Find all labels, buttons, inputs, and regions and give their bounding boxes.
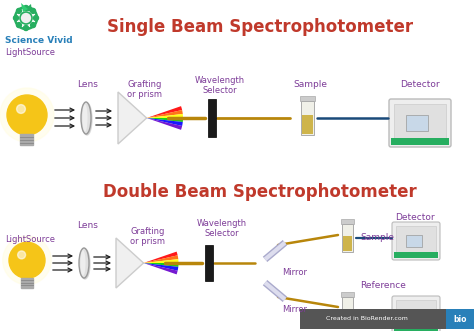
Ellipse shape bbox=[82, 104, 88, 132]
Circle shape bbox=[17, 105, 26, 114]
Circle shape bbox=[30, 23, 36, 27]
Polygon shape bbox=[118, 92, 146, 144]
Text: bio: bio bbox=[453, 314, 467, 323]
Bar bbox=[341, 219, 355, 224]
Text: Detector: Detector bbox=[400, 80, 440, 89]
Bar bbox=[446, 309, 474, 329]
Circle shape bbox=[24, 6, 28, 11]
Text: Wavelength
Selector: Wavelength Selector bbox=[197, 219, 247, 238]
Polygon shape bbox=[144, 252, 178, 263]
Bar bbox=[301, 101, 315, 135]
Text: Grafting
or prism: Grafting or prism bbox=[130, 227, 165, 246]
Text: LightSource: LightSource bbox=[5, 235, 55, 244]
Bar bbox=[343, 224, 354, 252]
Bar bbox=[21, 278, 33, 288]
Circle shape bbox=[17, 8, 21, 14]
Bar bbox=[391, 138, 449, 145]
Bar bbox=[394, 326, 438, 331]
Polygon shape bbox=[144, 263, 179, 267]
Polygon shape bbox=[146, 118, 183, 126]
Bar bbox=[396, 226, 436, 256]
Polygon shape bbox=[146, 118, 182, 130]
Circle shape bbox=[18, 251, 26, 259]
Text: Sample: Sample bbox=[360, 233, 394, 242]
Text: Double Beam Spectrophotometer: Double Beam Spectrophotometer bbox=[103, 183, 417, 201]
Polygon shape bbox=[146, 114, 183, 118]
Text: Mirror: Mirror bbox=[283, 268, 308, 277]
Ellipse shape bbox=[80, 249, 90, 279]
Circle shape bbox=[34, 16, 38, 21]
Ellipse shape bbox=[81, 250, 85, 276]
Polygon shape bbox=[21, 3, 28, 12]
Bar bbox=[344, 236, 353, 251]
Polygon shape bbox=[144, 255, 178, 263]
Polygon shape bbox=[144, 263, 178, 271]
Polygon shape bbox=[146, 118, 183, 122]
Text: Created in BioRender.com: Created in BioRender.com bbox=[326, 316, 408, 321]
Bar bbox=[205, 245, 213, 281]
Circle shape bbox=[0, 88, 54, 142]
Bar bbox=[394, 252, 438, 258]
Text: Single Beam Spectrophotometer: Single Beam Spectrophotometer bbox=[107, 18, 413, 36]
Bar bbox=[406, 309, 422, 321]
Polygon shape bbox=[146, 110, 183, 118]
FancyBboxPatch shape bbox=[392, 296, 440, 331]
Circle shape bbox=[20, 12, 32, 24]
Circle shape bbox=[9, 242, 45, 278]
Text: Mirror: Mirror bbox=[283, 305, 308, 314]
Bar bbox=[300, 309, 450, 329]
Text: Science Vivid: Science Vivid bbox=[5, 36, 73, 45]
Circle shape bbox=[3, 236, 51, 285]
Circle shape bbox=[24, 25, 28, 30]
FancyBboxPatch shape bbox=[392, 222, 440, 260]
Bar bbox=[344, 308, 353, 324]
Ellipse shape bbox=[81, 102, 91, 134]
Text: Detector: Detector bbox=[395, 213, 435, 222]
Text: Lens: Lens bbox=[78, 221, 99, 230]
Polygon shape bbox=[144, 263, 178, 274]
Bar bbox=[406, 115, 428, 131]
FancyBboxPatch shape bbox=[389, 99, 451, 147]
Circle shape bbox=[13, 16, 18, 21]
Ellipse shape bbox=[82, 103, 92, 135]
Bar bbox=[301, 96, 316, 101]
Text: Lens: Lens bbox=[78, 80, 99, 89]
Text: Sample: Sample bbox=[293, 80, 327, 89]
Ellipse shape bbox=[79, 248, 89, 278]
Polygon shape bbox=[146, 106, 182, 118]
Circle shape bbox=[17, 23, 21, 27]
Polygon shape bbox=[144, 259, 179, 263]
Bar bbox=[341, 292, 355, 297]
Bar bbox=[302, 115, 313, 134]
Bar bbox=[343, 297, 354, 325]
Bar bbox=[20, 134, 34, 145]
Text: Grafting
or prism: Grafting or prism bbox=[128, 80, 163, 99]
Bar bbox=[208, 99, 216, 137]
Circle shape bbox=[30, 8, 36, 14]
Bar bbox=[394, 104, 446, 142]
Bar bbox=[406, 235, 422, 247]
Polygon shape bbox=[24, 4, 32, 12]
Text: LightSource: LightSource bbox=[5, 48, 55, 57]
Circle shape bbox=[7, 95, 47, 135]
Text: Wavelength
Selector: Wavelength Selector bbox=[195, 76, 245, 95]
Bar bbox=[396, 300, 436, 330]
Text: Reference: Reference bbox=[360, 281, 406, 290]
Polygon shape bbox=[116, 238, 144, 288]
